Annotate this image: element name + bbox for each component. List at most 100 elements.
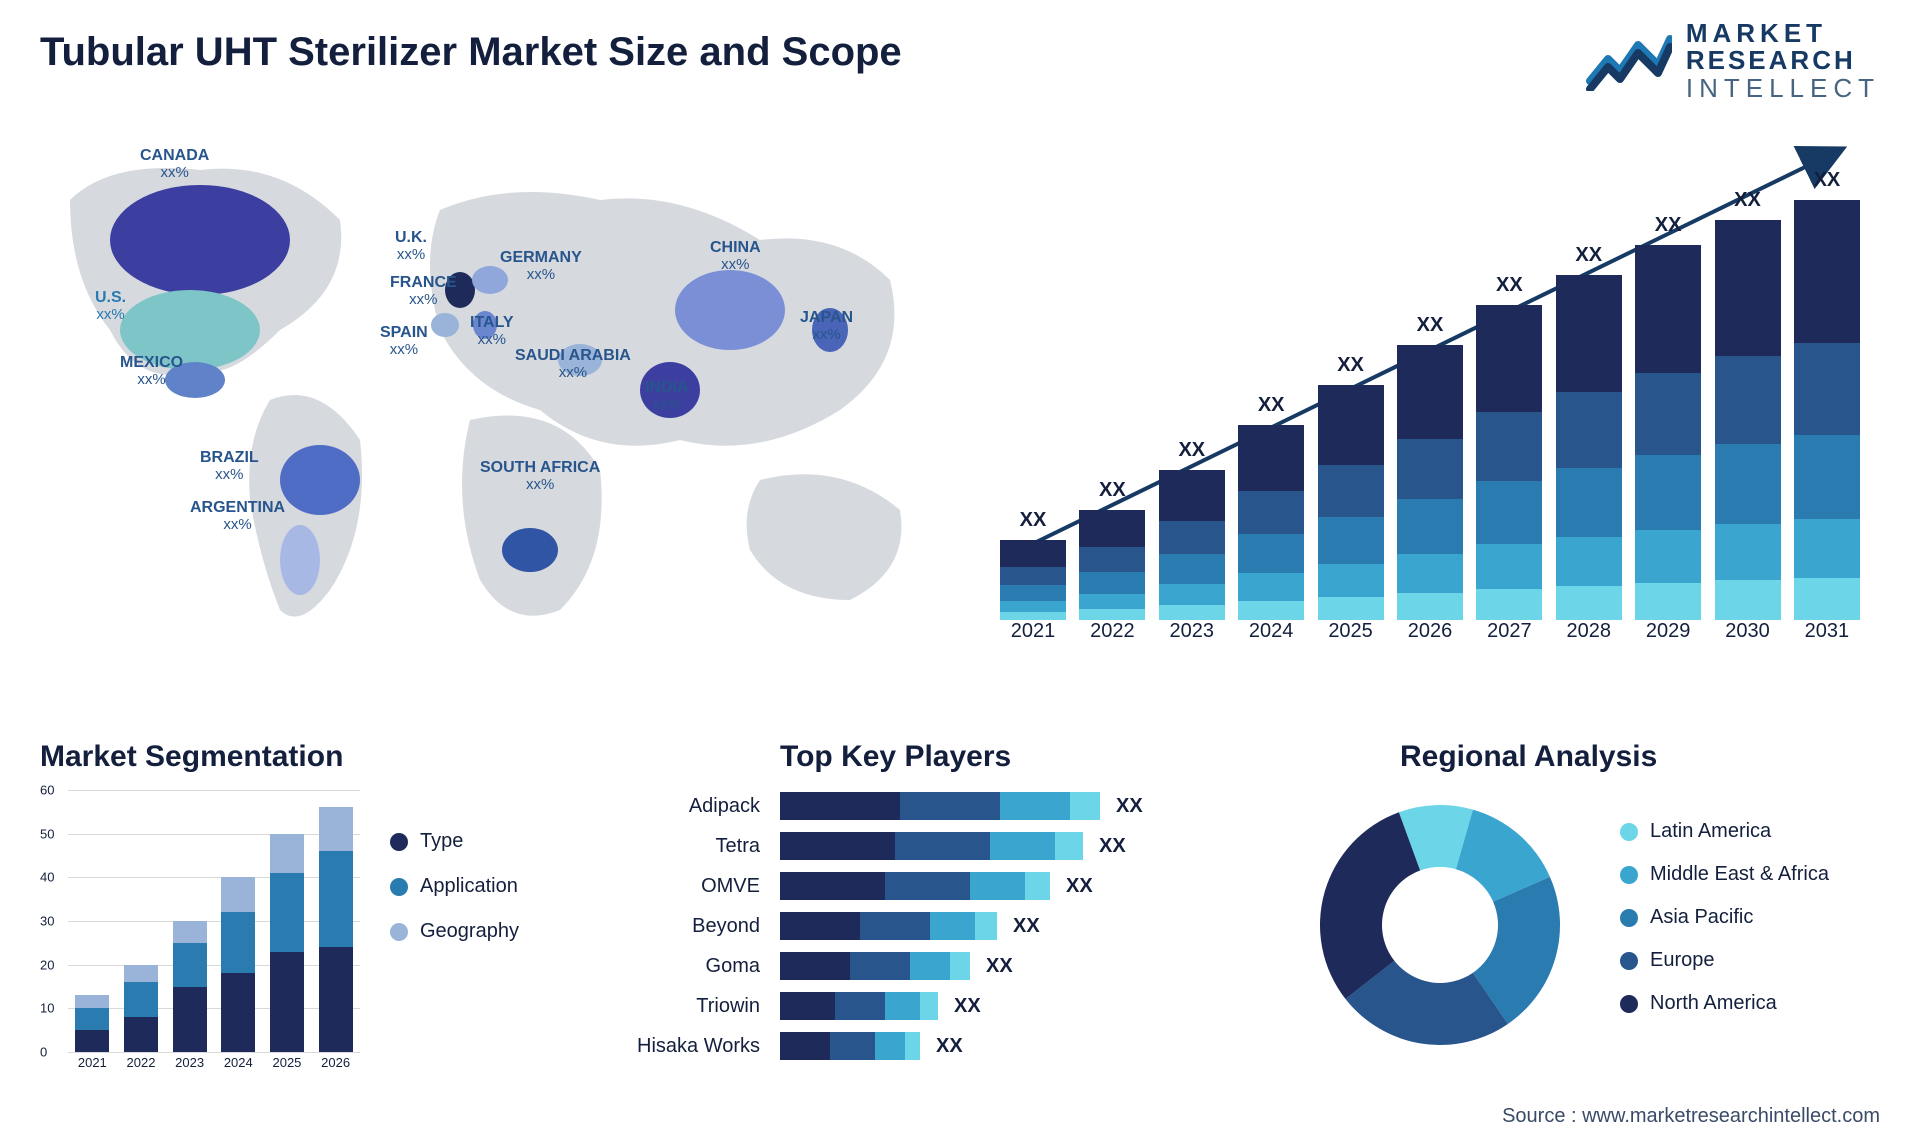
seg-xtick: 2022 bbox=[127, 1055, 156, 1070]
legend-dot-icon bbox=[390, 923, 408, 941]
donut-slice bbox=[1320, 812, 1420, 999]
main-bar-seg bbox=[1318, 564, 1384, 597]
tkp-bar-seg bbox=[1070, 792, 1100, 820]
tkp-value: XX bbox=[936, 1035, 963, 1058]
main-axis-year: 2023 bbox=[1159, 620, 1225, 670]
map-value: xx% bbox=[710, 257, 761, 273]
main-bar-2030: XX bbox=[1715, 220, 1781, 620]
main-bar-seg bbox=[1000, 585, 1066, 601]
map-label-japan: JAPAN xx% bbox=[800, 310, 853, 343]
tkp-bar-seg bbox=[895, 832, 990, 860]
tkp-bar-seg bbox=[905, 1032, 920, 1060]
main-bar-label: XX bbox=[1178, 439, 1205, 462]
tkp-row: Hisaka Works XX bbox=[610, 1030, 1250, 1062]
seg-ytick: 20 bbox=[40, 957, 54, 972]
map-label-canada: CANADA xx% bbox=[140, 148, 209, 181]
main-bar-2023: XX bbox=[1159, 470, 1225, 620]
seg-xtick: 2026 bbox=[321, 1055, 350, 1070]
seg-bar-seg bbox=[221, 877, 255, 912]
main-bar-seg bbox=[1079, 510, 1145, 547]
main-bar-label: XX bbox=[1655, 214, 1682, 237]
seg-bar-2022 bbox=[124, 965, 158, 1052]
main-bar-2025: XX bbox=[1318, 385, 1384, 620]
seg-bar-2021 bbox=[75, 995, 109, 1052]
main-bar-seg bbox=[1079, 572, 1145, 594]
reg-legend-item: North America bbox=[1620, 992, 1829, 1015]
main-bar-seg bbox=[1635, 455, 1701, 530]
main-bar-seg bbox=[1159, 521, 1225, 554]
seg-xtick: 2021 bbox=[78, 1055, 107, 1070]
tkp-bar-seg bbox=[780, 912, 860, 940]
map-country: CHINA bbox=[710, 240, 761, 257]
main-bar-2028: XX bbox=[1556, 275, 1622, 620]
main-bar-seg bbox=[1397, 439, 1463, 500]
main-bar-seg bbox=[1794, 578, 1860, 620]
reg-legend-item: Middle East & Africa bbox=[1620, 863, 1829, 886]
map-value: xx% bbox=[470, 332, 514, 348]
main-bar-seg bbox=[1715, 356, 1781, 444]
tkp-bar-seg bbox=[780, 1032, 830, 1060]
map-value: xx% bbox=[480, 477, 600, 493]
main-bar-seg bbox=[1476, 544, 1542, 588]
main-bar-seg bbox=[1397, 593, 1463, 621]
map-country: FRANCE bbox=[390, 275, 457, 292]
map-label-france: FRANCE xx% bbox=[390, 275, 457, 308]
main-bar-seg bbox=[1079, 547, 1145, 571]
tkp-bar-seg bbox=[910, 952, 950, 980]
logo-text-3: INTELLECT bbox=[1686, 75, 1880, 102]
main-bar-label: XX bbox=[1258, 394, 1285, 417]
tkp-row: TriowinXX bbox=[610, 990, 1250, 1022]
tkp-bar-seg bbox=[780, 872, 885, 900]
page-title: Tubular UHT Sterilizer Market Size and S… bbox=[40, 30, 902, 75]
tkp-value: XX bbox=[1116, 795, 1143, 818]
main-bar-seg bbox=[1556, 537, 1622, 585]
tkp-bar-seg bbox=[850, 952, 910, 980]
tkp-bar-seg bbox=[885, 872, 970, 900]
main-bar-seg bbox=[1318, 465, 1384, 517]
top-key-players-title: Top Key Players bbox=[780, 740, 1011, 774]
map-country: ITALY bbox=[470, 315, 514, 332]
main-bar-seg bbox=[1397, 499, 1463, 554]
tkp-bar bbox=[780, 832, 1083, 860]
main-bar-seg bbox=[1476, 412, 1542, 481]
tkp-bar-seg bbox=[950, 952, 970, 980]
main-bar-seg bbox=[1318, 597, 1384, 621]
main-bar-seg bbox=[1556, 468, 1622, 537]
map-value: xx% bbox=[390, 292, 457, 308]
main-bar-seg bbox=[1635, 373, 1701, 456]
tkp-bar-seg bbox=[780, 992, 835, 1020]
main-bar-2022: XX bbox=[1079, 510, 1145, 620]
seg-bar-seg bbox=[319, 947, 353, 1052]
map-value: xx% bbox=[95, 307, 126, 323]
seg-bar-2024 bbox=[221, 877, 255, 1052]
seg-bar-seg bbox=[319, 851, 353, 947]
main-bar-seg bbox=[1556, 275, 1622, 392]
main-bar-seg bbox=[1556, 392, 1622, 468]
market-size-bar-chart: XXXXXXXXXXXXXXXXXXXXXX 20212022202320242… bbox=[1000, 130, 1860, 670]
seg-bar-seg bbox=[270, 873, 304, 952]
main-bar-seg bbox=[1159, 584, 1225, 605]
main-axis-year: 2024 bbox=[1238, 620, 1304, 670]
map-country: MEXICO bbox=[120, 355, 183, 372]
seg-bar-seg bbox=[124, 1017, 158, 1052]
tkp-bar bbox=[780, 872, 1050, 900]
seg-bar-seg bbox=[221, 912, 255, 973]
logo-text-1: MARKET bbox=[1686, 20, 1880, 47]
main-bar-label: XX bbox=[1099, 479, 1126, 502]
reg-legend-item: Latin America bbox=[1620, 820, 1829, 843]
main-bar-seg bbox=[1715, 444, 1781, 524]
tkp-bar bbox=[780, 912, 997, 940]
main-bar-seg bbox=[1159, 554, 1225, 584]
main-bar-2029: XX bbox=[1635, 245, 1701, 620]
legend-dot-icon bbox=[390, 833, 408, 851]
tkp-bar-seg bbox=[835, 992, 885, 1020]
map-country: BRAZIL bbox=[200, 450, 259, 467]
map-value: xx% bbox=[800, 327, 853, 343]
main-bar-seg bbox=[1794, 435, 1860, 519]
main-bar-seg bbox=[1794, 200, 1860, 343]
top-key-players-block: Top Key Players AdipackXXTetraXXOMVEXXBe… bbox=[610, 740, 1270, 1090]
legend-label: Application bbox=[420, 875, 518, 898]
source-text: Source : www.marketresearchintellect.com bbox=[1502, 1105, 1880, 1128]
tkp-name: Hisaka Works bbox=[610, 1035, 780, 1058]
tkp-bar-seg bbox=[860, 912, 930, 940]
